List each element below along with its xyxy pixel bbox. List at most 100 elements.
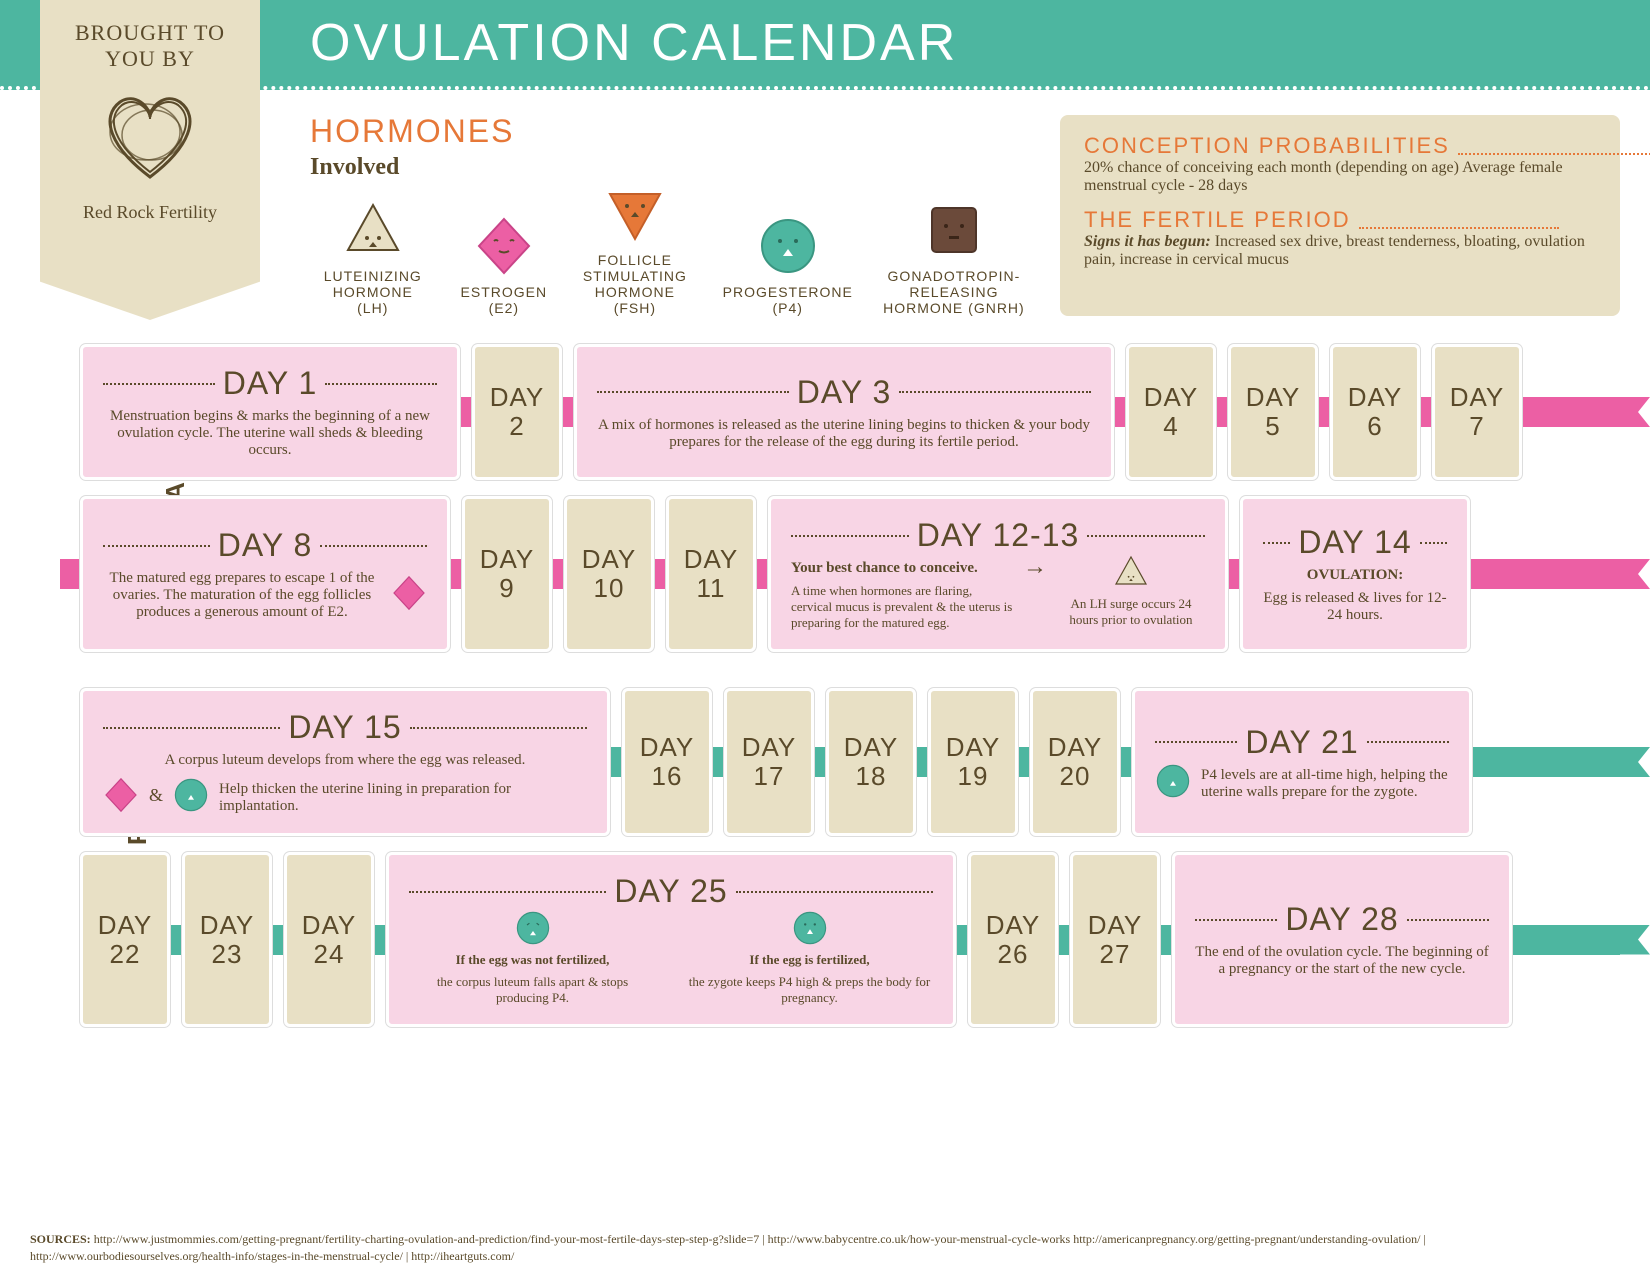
day-14-bold: OVULATION: [1307, 567, 1403, 583]
day-18-card: DAY18 [826, 688, 916, 836]
follicular-phase: FOLLICULAR PHASE DAY 1 Menstruation begi… [0, 336, 1650, 660]
day-20-n: 20 [1060, 761, 1091, 791]
day-2-card: DAY2 [472, 344, 562, 480]
row-4: DAY22 DAY23 DAY24 DAY 25 If the egg was … [60, 844, 1650, 1035]
day-24-card: DAY24 [284, 852, 374, 1027]
arrow-icon: → [1023, 554, 1047, 581]
day-26-l: DAY [986, 910, 1041, 940]
day-9-l: DAY [480, 544, 535, 574]
day-3-card: DAY 3 A mix of hormones is released as t… [574, 344, 1114, 480]
row-2: DAY 8 The matured egg prepares to escape… [60, 488, 1650, 660]
day-3-text: A mix of hormones is released as the ute… [597, 417, 1091, 451]
row-3: DAY 15 A corpus luteum develops from whe… [60, 680, 1650, 844]
heart-logo-icon [90, 87, 210, 187]
day-21-label: DAY 21 [1245, 724, 1358, 761]
day-16-card: DAY16 [622, 688, 712, 836]
conception-title: CONCEPTION PROBABILITIES [1084, 133, 1596, 159]
day-11-card: DAY11 [666, 496, 756, 652]
sponsor-brand: Red Rock Fertility [55, 202, 245, 223]
hormone-fsh-name: FOLLICLE STIMULATING [572, 252, 698, 284]
day-5-n: 5 [1265, 411, 1280, 441]
day-27-l: DAY [1088, 910, 1143, 940]
day-16-n: 16 [652, 761, 683, 791]
circle-sad-icon [515, 910, 551, 946]
day-23-l: DAY [200, 910, 255, 940]
hormone-p4: PROGESTERONE (P4) [723, 216, 853, 316]
day-17-card: DAY17 [724, 688, 814, 836]
day-1-label: DAY 1 [223, 365, 318, 402]
day-15-sub: Help thicken the uterine lining in prepa… [219, 781, 587, 815]
day-12-side: An LH surge occurs 24 hours prior to ovu… [1057, 596, 1205, 628]
day-20-card: DAY20 [1030, 688, 1120, 836]
ampersand: & [149, 785, 163, 806]
info-box: CONCEPTION PROBABILITIES 20% chance of c… [1060, 115, 1620, 316]
circle-icon [173, 777, 209, 813]
row-1: DAY 1 Menstruation begins & marks the be… [60, 336, 1650, 488]
hormones-legend: HORMONES Involved LUTEINIZING HORMONE (L… [310, 115, 1030, 316]
day-7-card: DAY7 [1432, 344, 1522, 480]
hormone-e2-name: ESTROGEN [461, 284, 548, 300]
sources-text: http://www.justmommies.com/getting-pregn… [30, 1232, 1426, 1263]
day-2-n: 2 [509, 411, 524, 441]
circle-icon [1155, 763, 1191, 799]
day-19-card: DAY19 [928, 688, 1018, 836]
day-23-n: 23 [212, 939, 243, 969]
day-16-l: DAY [640, 732, 695, 762]
day-19-n: 19 [958, 761, 989, 791]
hormone-p4-name: PROGESTERONE [723, 284, 853, 300]
day-12-label: DAY 12-13 [917, 517, 1080, 554]
hormone-icons-row: LUTEINIZING HORMONE (LH) ESTROGEN (E2) F… [310, 184, 1030, 316]
day-7-l: DAY [1450, 382, 1505, 412]
day-25-card: DAY 25 If the egg was not fertilized, th… [386, 852, 956, 1027]
day-26-card: DAY26 [968, 852, 1058, 1027]
day-6-card: DAY6 [1330, 344, 1420, 480]
day-27-card: DAY27 [1070, 852, 1160, 1027]
triangle-up-icon [343, 200, 403, 260]
day-12-13-card: DAY 12-13 Your best chance to conceive. … [768, 496, 1228, 652]
hormone-e2: ESTROGEN (E2) [461, 216, 548, 316]
fertile-label: Signs it has begun: [1084, 233, 1211, 250]
fertile-text: Signs it has begun: Increased sex drive,… [1084, 233, 1596, 269]
day-25-lt: the corpus luteum falls apart & stops pr… [409, 974, 656, 1006]
day-23-card: DAY23 [182, 852, 272, 1027]
day-14-card: DAY 14 OVULATION: Egg is released & live… [1240, 496, 1470, 652]
day-22-n: 22 [110, 939, 141, 969]
triangle-down-icon [605, 184, 665, 244]
day-21-card: DAY 21 P4 levels are at all-time high, h… [1132, 688, 1472, 836]
day-28-label: DAY 28 [1285, 901, 1398, 938]
day-14-text: Egg is released & lives for 12-24 hours. [1263, 590, 1447, 624]
circle-happy-icon [792, 910, 828, 946]
day-24-l: DAY [302, 910, 357, 940]
day-3-label: DAY 3 [797, 374, 892, 411]
hormone-e2-abbr: (E2) [461, 300, 548, 316]
day-28-card: DAY 28 The end of the ovulation cycle. T… [1172, 852, 1512, 1027]
day-10-l: DAY [582, 544, 637, 574]
day-5-card: DAY5 [1228, 344, 1318, 480]
day-8-card: DAY 8 The matured egg prepares to escape… [80, 496, 450, 652]
hormone-lh-abbr: (LH) [310, 300, 436, 316]
day-25-label: DAY 25 [614, 873, 727, 910]
day-25-lb: If the egg was not fertilized, [456, 952, 610, 967]
diamond-icon [391, 575, 427, 611]
hormone-gnrh-name2: HORMONE (GNRH) [878, 300, 1030, 316]
day-4-l: DAY [1144, 382, 1199, 412]
day-2-l: DAY [490, 382, 545, 412]
day-28-text: The end of the ovulation cycle. The begi… [1195, 944, 1489, 978]
hormone-p4-abbr: (P4) [723, 300, 853, 316]
day-4-n: 4 [1163, 411, 1178, 441]
day-25-rb: If the egg is fertilized, [749, 952, 869, 967]
hormone-fsh: FOLLICLE STIMULATING HORMONE (FSH) [572, 184, 698, 316]
luteal-phase: LUTEAL PHASE DAY 15 A corpus luteum deve… [0, 680, 1650, 1035]
conception-text: 20% chance of conceiving each month (dep… [1084, 159, 1596, 195]
hormones-title-2: Involved [310, 154, 399, 180]
sources-label: SOURCES: [30, 1232, 91, 1246]
day-9-n: 9 [499, 573, 514, 603]
day-25-rt: the zygote keeps P4 high & preps the bod… [686, 974, 933, 1006]
diamond-icon [103, 777, 139, 813]
page-title: OVULATION CALENDAR [310, 13, 958, 73]
diamond-icon [474, 216, 534, 276]
day-14-label: DAY 14 [1298, 524, 1411, 561]
day-6-l: DAY [1348, 382, 1403, 412]
day-22-l: DAY [98, 910, 153, 940]
day-10-n: 10 [594, 573, 625, 603]
